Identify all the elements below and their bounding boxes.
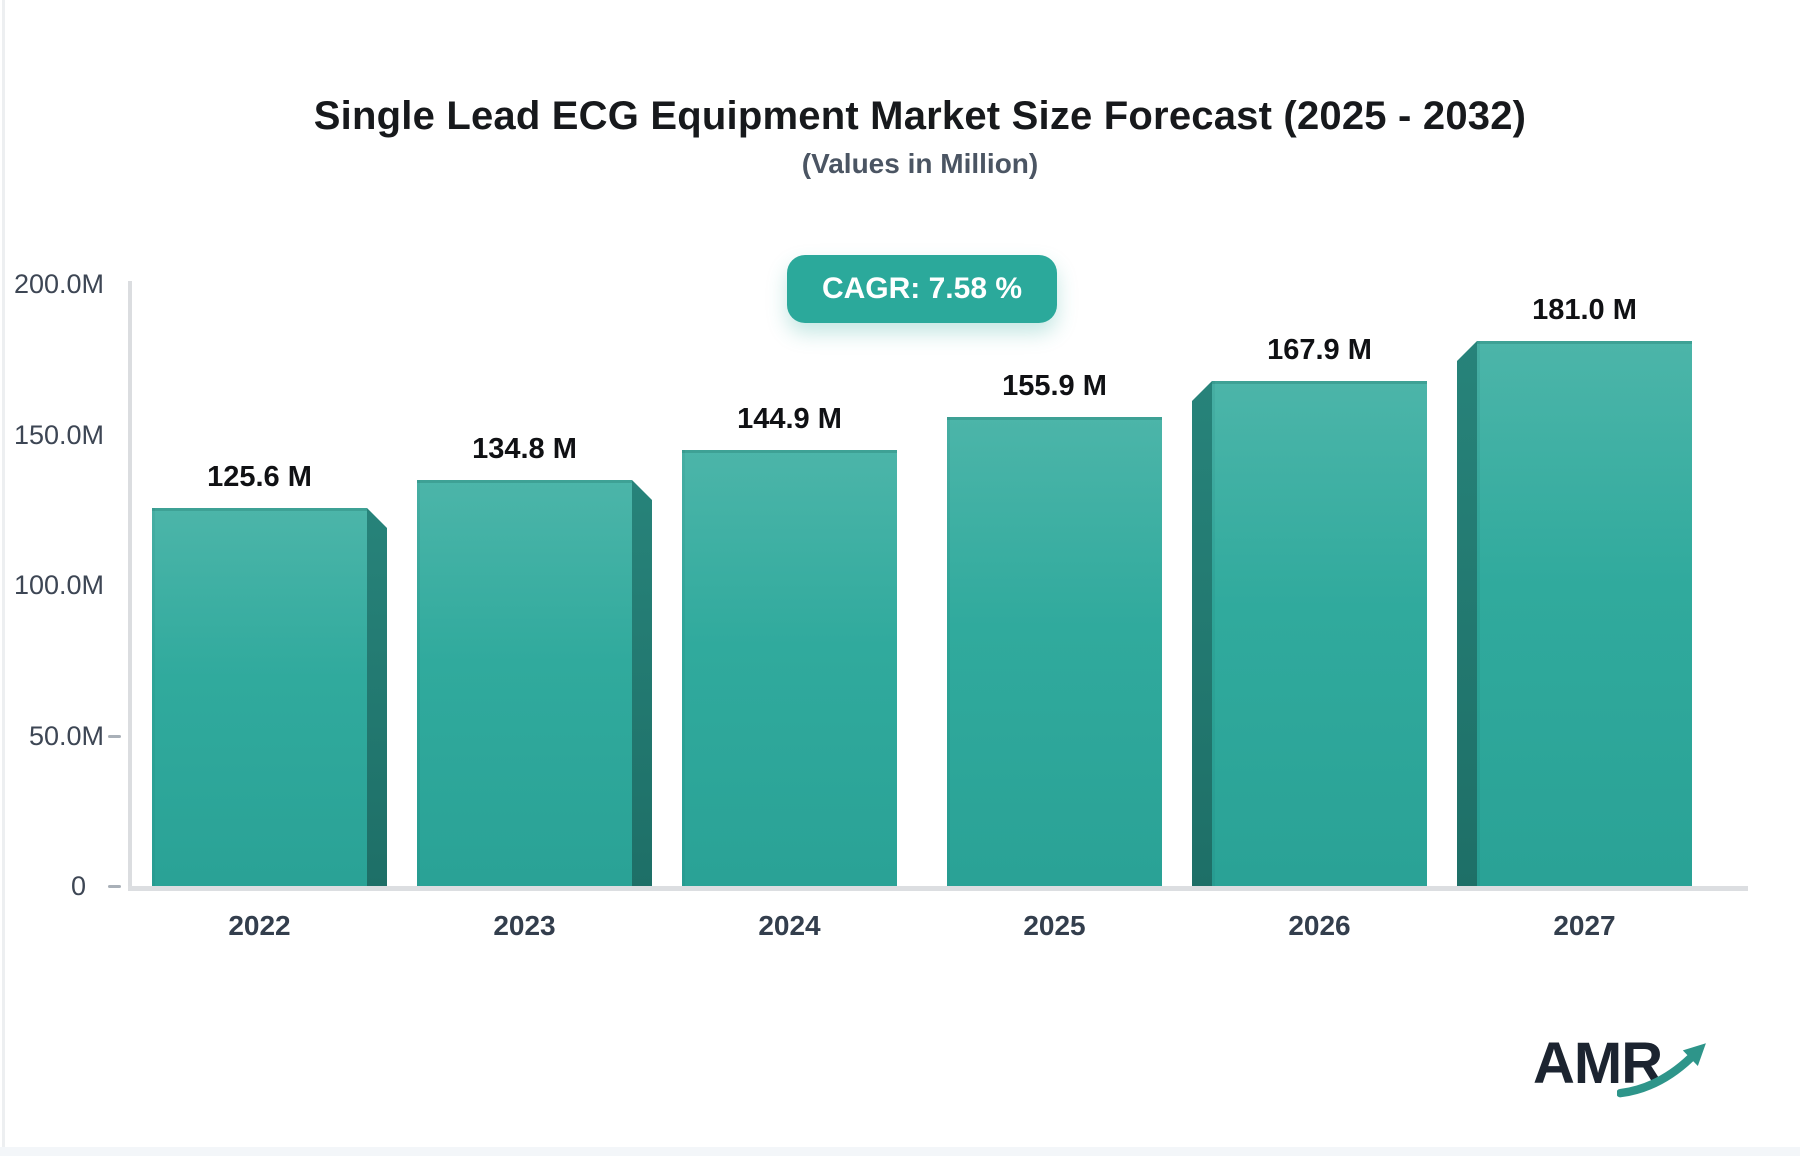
bar-3d-side [1457,341,1477,886]
bar-2026 [1212,381,1427,886]
y-axis-line [128,281,132,886]
y-axis-tick-mark [108,885,121,888]
y-axis-tick-label: 150.0M [13,419,104,450]
bar-value-label: 134.8 M [472,433,577,465]
x-axis-label: 2025 [1023,910,1086,941]
bar-3d-side [367,508,387,886]
bar-2022 [152,508,367,886]
bar-value-label: 155.9 M [1002,370,1107,402]
y-axis-tick-label: 0 [70,871,86,901]
amr-logo: AMR [1533,1030,1733,1120]
bar-value-label: 181.0 M [1532,294,1637,326]
bar-2023 [417,480,632,886]
chart-subtitle: (Values in Million) [801,148,1039,179]
bar-3d-side [632,480,652,886]
page-edge-strip [0,1147,1800,1156]
bar-value-label: 144.9 M [737,403,842,435]
x-axis-label: 2024 [758,910,821,941]
y-axis-tick-mark [108,734,121,738]
growth-arrow-icon [1617,1043,1706,1098]
bar-2027 [1477,341,1692,886]
x-axis-label: 2022 [228,910,291,941]
bar-3d-side [1192,381,1212,886]
y-axis-tick-label: 100.0M [13,570,104,600]
x-axis-line [128,886,1748,891]
cagr-badge: CAGR: 7.58 % [787,255,1057,323]
bar-2025 [947,417,1162,886]
x-axis-label: 2026 [1288,910,1351,941]
page-edge-line [2,0,5,1156]
chart-title: Single Lead ECG Equipment Market Size Fo… [313,94,1527,138]
x-axis-label: 2023 [493,910,556,941]
y-axis-tick-label: 50.0M [28,720,104,751]
bar-2024 [682,450,897,886]
bar-value-label: 167.9 M [1267,334,1372,366]
bar-value-label: 125.6 M [207,461,312,493]
y-axis-tick-label: 200.0M [13,269,104,299]
x-axis-label: 2027 [1553,910,1616,941]
